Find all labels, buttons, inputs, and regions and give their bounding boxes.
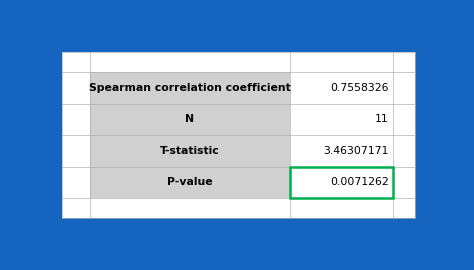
Text: 11: 11 xyxy=(375,114,389,124)
Text: Spearman correlation coefficient: Spearman correlation coefficient xyxy=(89,83,291,93)
Text: 0.0071262: 0.0071262 xyxy=(330,177,389,187)
Bar xyxy=(62,52,415,218)
Bar xyxy=(90,72,290,103)
Bar xyxy=(90,135,290,167)
Bar xyxy=(90,103,290,135)
Bar xyxy=(290,167,393,198)
Text: 3.46307171: 3.46307171 xyxy=(324,146,389,156)
Text: 0.7558326: 0.7558326 xyxy=(330,83,389,93)
Text: N: N xyxy=(185,114,194,124)
Bar xyxy=(90,167,290,198)
Text: P-value: P-value xyxy=(167,177,213,187)
Text: T-statistic: T-statistic xyxy=(160,146,220,156)
